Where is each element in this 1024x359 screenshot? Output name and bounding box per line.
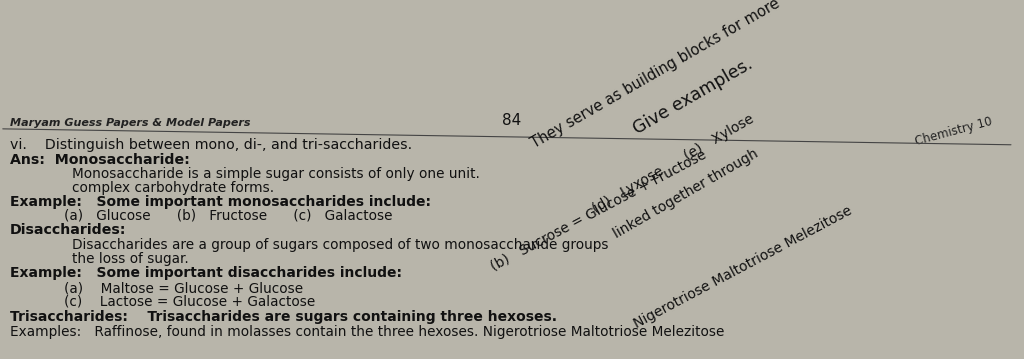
Text: Disaccharides are a group of sugars composed of two monosaccharide groups: Disaccharides are a group of sugars comp… [72, 238, 608, 252]
Text: the loss of sugar.: the loss of sugar. [72, 252, 188, 266]
Text: Monosaccharide is a simple sugar consists of only one unit.: Monosaccharide is a simple sugar consist… [72, 167, 479, 181]
Text: They serve as building blocks for more: They serve as building blocks for more [528, 0, 782, 151]
Text: Example:   Some important monosaccharides include:: Example: Some important monosaccharides … [10, 195, 431, 209]
Text: (a)    Maltose = Glucose + Glucose: (a) Maltose = Glucose + Glucose [51, 281, 303, 295]
Text: complex carbohydrate forms.: complex carbohydrate forms. [72, 181, 273, 195]
Text: Disaccharides:: Disaccharides: [10, 224, 127, 238]
Text: Chemistry 10: Chemistry 10 [913, 115, 993, 148]
Text: (c)    Lactose = Glucose + Galactose: (c) Lactose = Glucose + Galactose [51, 295, 315, 309]
Text: Trisaccharides:    Trisaccharides are sugars containing three hexoses.: Trisaccharides: Trisaccharides are sugar… [10, 310, 557, 324]
Text: (a)   Glucose      (b)   Fructose      (c)   Galactose: (a) Glucose (b) Fructose (c) Galactose [51, 209, 392, 223]
Text: Ans:  Monosaccharide:: Ans: Monosaccharide: [10, 153, 190, 167]
Text: 84: 84 [503, 113, 521, 128]
Text: vi.    Distinguish between mono, di-, and tri-saccharides.: vi. Distinguish between mono, di-, and t… [10, 138, 413, 152]
Text: (d)   Lyxose      (e)   Xylose: (d) Lyxose (e) Xylose [591, 112, 757, 216]
Text: Example:   Some important disaccharides include:: Example: Some important disaccharides in… [10, 266, 402, 280]
Text: (b)   Sucrose = Glucose + Fructose: (b) Sucrose = Glucose + Fructose [488, 147, 709, 273]
Text: Give examples.: Give examples. [631, 55, 757, 138]
Text: Examples:   Raffinose, found in molasses contain the three hexoses. Nigerotriose: Examples: Raffinose, found in molasses c… [10, 325, 725, 339]
Text: Nigerotriose Maltotriose Melezitose: Nigerotriose Maltotriose Melezitose [632, 203, 855, 331]
Text: linked together through: linked together through [611, 147, 761, 242]
Text: Maryam Guess Papers & Model Papers: Maryam Guess Papers & Model Papers [10, 118, 251, 127]
